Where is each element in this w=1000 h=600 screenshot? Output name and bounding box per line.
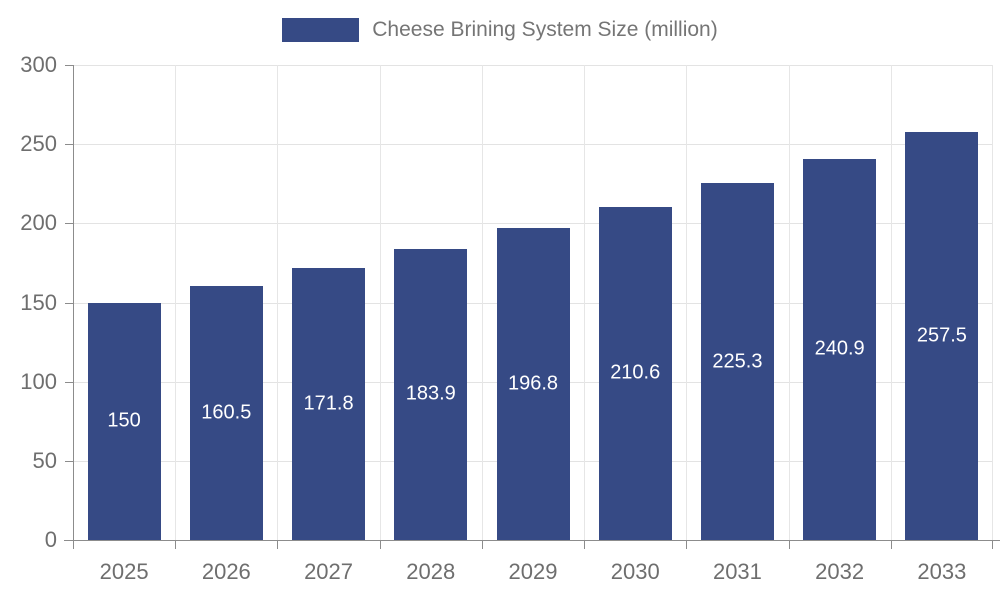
gridline-vertical [992,65,993,540]
y-axis-tick-label: 300 [20,52,57,77]
gridline-vertical [686,65,688,540]
bar-2029: 196.8 [496,228,570,540]
bar-2025: 150 [87,302,161,540]
bar-value-label: 240.9 [814,337,865,360]
legend-label: Cheese Brining System Size (million) [372,18,718,41]
bar-2033: 257.5 [905,132,979,540]
bar-2026: 160.5 [189,285,263,540]
x-axis-category-label: 2030 [610,559,660,584]
gridline-vertical [890,65,892,540]
y-axis-line [73,65,74,540]
bar-value-label: 225.3 [712,350,763,373]
y-axis-tick-label: 100 [20,368,57,394]
gridline-vertical [277,65,279,540]
x-axis-category-label: 2033 [917,559,967,584]
x-axis-category-label: 2031 [712,559,762,584]
gridline-horizontal [73,65,993,66]
gridline-vertical [481,65,483,540]
bar-2032: 240.9 [803,158,877,540]
x-axis-tick [686,540,688,549]
x-axis-category-label: 2026 [201,559,251,584]
x-axis-category-label: 2028 [406,559,456,584]
x-axis-tick [277,540,279,549]
x-axis-line [64,540,1000,541]
x-axis-category-label: 2032 [815,559,865,584]
bar-2027: 171.8 [292,267,366,540]
gridline-vertical [788,65,790,540]
legend-item[interactable]: Cheese Brining System Size (million) [0,18,1000,42]
x-axis-tick [788,540,790,549]
bar-value-label: 210.6 [610,361,661,384]
bar-value-label: 257.5 [916,324,967,347]
bar-value-label: 183.9 [405,382,456,405]
bar-2031: 225.3 [700,183,774,540]
bar-value-label: 160.5 [201,401,252,424]
plot-area: 0 50 100 150 200 250 300 150 2025 160.5 2026 171.8 2… [20,52,1000,584]
y-axis-tick [65,381,73,383]
y-axis-tick-label: 200 [20,210,57,236]
x-axis-category-label: 2029 [508,559,558,584]
y-axis-tick-label: 0 [44,527,57,552]
x-axis-tick [175,540,177,549]
y-axis-tick [65,302,73,304]
bar-value-label: 196.8 [507,372,559,395]
x-axis-tick [992,540,993,549]
y-axis-tick [65,144,73,146]
y-axis-tick-label: 50 [32,447,57,473]
bar-2030: 210.6 [598,206,672,540]
x-axis-category-label: 2025 [99,559,149,584]
y-axis-tick [65,540,73,541]
y-axis-tick [65,223,73,225]
gridline-vertical [584,65,586,540]
gridline-vertical [379,65,381,540]
gridline-horizontal [73,223,993,225]
y-axis-tick-label: 250 [20,131,57,157]
gridline-vertical [175,65,177,540]
legend-swatch [282,18,360,42]
y-axis-tick [65,65,73,66]
x-axis-tick [73,540,74,549]
x-axis-tick [481,540,483,549]
bar-value-label: 150 [107,409,141,432]
gridline-horizontal [73,144,993,146]
y-axis-tick-label: 150 [20,289,57,315]
y-axis-tick [65,460,73,462]
bar-value-label: 171.8 [303,392,354,415]
bar-2028: 183.9 [394,248,468,540]
x-axis-tick [584,540,586,549]
x-axis-tick [379,540,381,549]
x-axis-tick [890,540,892,549]
x-axis-category-label: 2027 [304,559,354,584]
